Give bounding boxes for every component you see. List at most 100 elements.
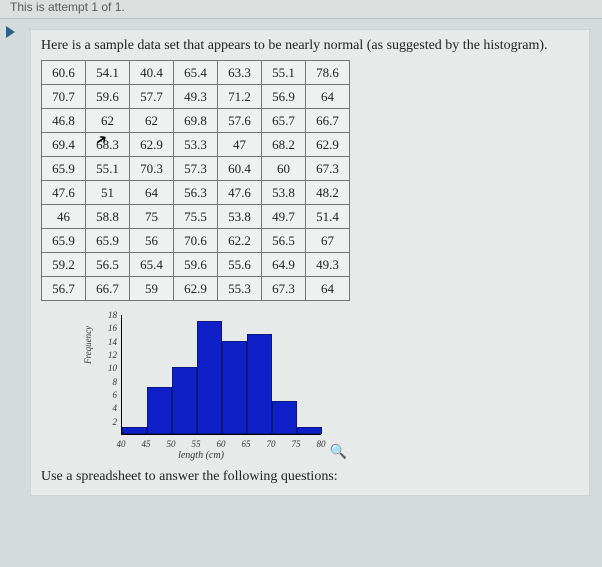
table-cell: 78.6 bbox=[306, 61, 350, 85]
histogram-bar bbox=[172, 367, 197, 434]
table-cell: 69.8 bbox=[174, 109, 218, 133]
question-container: Here is a sample data set that appears t… bbox=[0, 19, 602, 496]
table-cell: 58.8 bbox=[86, 205, 130, 229]
table-cell: 65.7 bbox=[262, 109, 306, 133]
table-cell: 59 bbox=[130, 277, 174, 301]
table-cell: 65.4 bbox=[174, 61, 218, 85]
histogram-bar bbox=[122, 427, 147, 434]
table-cell: 65.4 bbox=[130, 253, 174, 277]
table-cell: 60.6 bbox=[42, 61, 86, 85]
table-row: 56.766.75962.955.367.364 bbox=[42, 277, 350, 301]
histogram-bar bbox=[247, 334, 272, 434]
table-cell: 66.7 bbox=[306, 109, 350, 133]
table-cell: 40.4 bbox=[130, 61, 174, 85]
table-cell: 56.7 bbox=[42, 277, 86, 301]
table-cell: 59.2 bbox=[42, 253, 86, 277]
table-cell: 49.3 bbox=[174, 85, 218, 109]
plot-area bbox=[121, 315, 321, 435]
x-tick-label: 80 bbox=[317, 439, 326, 449]
table-cell: 65.9 bbox=[42, 229, 86, 253]
y-tick-label: 18 bbox=[81, 310, 117, 320]
table-cell: 70.6 bbox=[174, 229, 218, 253]
followup-text: Use a spreadsheet to answer the followin… bbox=[41, 469, 579, 485]
table-cell: 55.1 bbox=[86, 157, 130, 181]
histogram-bar bbox=[272, 401, 297, 434]
table-row: 65.955.170.357.360.46067.3 bbox=[42, 157, 350, 181]
table-cell: 55.1 bbox=[262, 61, 306, 85]
table-cell: 55.6 bbox=[218, 253, 262, 277]
intro-text: Here is a sample data set that appears t… bbox=[41, 38, 579, 54]
y-tick-label: 10 bbox=[81, 363, 117, 373]
x-tick-label: 70 bbox=[267, 439, 276, 449]
table-cell: 64 bbox=[130, 181, 174, 205]
table-cell: 64 bbox=[306, 277, 350, 301]
x-axis-label: length (cm) bbox=[178, 450, 224, 461]
table-cell: 67.3 bbox=[306, 157, 350, 181]
table-cell: 57.3 bbox=[174, 157, 218, 181]
table-cell: 59.6 bbox=[86, 85, 130, 109]
table-cell: 47.6 bbox=[218, 181, 262, 205]
table-cell: 62 bbox=[86, 109, 130, 133]
table-cell: 49.3 bbox=[306, 253, 350, 277]
expand-arrow-icon[interactable] bbox=[6, 26, 15, 38]
table-cell: 70.3 bbox=[130, 157, 174, 181]
x-tick-label: 75 bbox=[292, 439, 301, 449]
table-row: 46.8626269.857.665.766.7 bbox=[42, 109, 350, 133]
x-tick-label: 55 bbox=[192, 439, 201, 449]
table-cell: 62.2 bbox=[218, 229, 262, 253]
table-cell: 51.4 bbox=[306, 205, 350, 229]
table-cell: 68.3 bbox=[86, 133, 130, 157]
table-row: 47.6516456.347.653.848.2 bbox=[42, 181, 350, 205]
x-tick-label: 60 bbox=[217, 439, 226, 449]
table-cell: 62.9 bbox=[174, 277, 218, 301]
table-cell: 65.9 bbox=[86, 229, 130, 253]
x-tick-label: 45 bbox=[142, 439, 151, 449]
table-cell: 56.5 bbox=[86, 253, 130, 277]
magnify-icon[interactable]: 🔍 bbox=[330, 444, 347, 461]
data-table: 60.654.140.465.463.355.178.670.759.657.7… bbox=[41, 60, 350, 301]
question-panel: Here is a sample data set that appears t… bbox=[30, 29, 590, 496]
table-cell: 75 bbox=[130, 205, 174, 229]
table-cell: 60 bbox=[262, 157, 306, 181]
table-cell: 53.3 bbox=[174, 133, 218, 157]
table-row: 70.759.657.749.371.256.964 bbox=[42, 85, 350, 109]
table-cell: 71.2 bbox=[218, 85, 262, 109]
table-cell: 46 bbox=[42, 205, 86, 229]
y-tick-label: 12 bbox=[81, 350, 117, 360]
table-cell: 68.2 bbox=[262, 133, 306, 157]
table-cell: 56 bbox=[130, 229, 174, 253]
table-cell: 66.7 bbox=[86, 277, 130, 301]
table-cell: 46.8 bbox=[42, 109, 86, 133]
table-cell: 64 bbox=[306, 85, 350, 109]
table-cell: 67 bbox=[306, 229, 350, 253]
table-cell: 57.6 bbox=[218, 109, 262, 133]
table-cell: 56.9 bbox=[262, 85, 306, 109]
table-cell: 67.3 bbox=[262, 277, 306, 301]
table-row: 4658.87575.553.849.751.4 bbox=[42, 205, 350, 229]
table-row: 59.256.565.459.655.664.949.3 bbox=[42, 253, 350, 277]
table-row: 69.468.362.953.34768.262.9 bbox=[42, 133, 350, 157]
table-cell: 57.7 bbox=[130, 85, 174, 109]
table-cell: 47.6 bbox=[42, 181, 86, 205]
table-cell: 65.9 bbox=[42, 157, 86, 181]
table-cell: 62.9 bbox=[306, 133, 350, 157]
table-cell: 55.3 bbox=[218, 277, 262, 301]
y-tick-label: 4 bbox=[81, 403, 117, 413]
table-cell: 56.5 bbox=[262, 229, 306, 253]
y-tick-label: 8 bbox=[81, 377, 117, 387]
histogram-bar bbox=[222, 341, 247, 434]
table-cell: 63.3 bbox=[218, 61, 262, 85]
table-cell: 62.9 bbox=[130, 133, 174, 157]
table-cell: 56.3 bbox=[174, 181, 218, 205]
table-cell: 64.9 bbox=[262, 253, 306, 277]
x-tick-label: 65 bbox=[242, 439, 251, 449]
histogram-bar bbox=[197, 321, 222, 434]
histogram-chart: Frequency 24681012141618 404550556065707… bbox=[81, 309, 341, 459]
attempt-line: This is attempt 1 of 1. bbox=[0, 0, 602, 19]
table-cell: 62 bbox=[130, 109, 174, 133]
y-tick-label: 14 bbox=[81, 337, 117, 347]
table-cell: 54.1 bbox=[86, 61, 130, 85]
table-row: 60.654.140.465.463.355.178.6 bbox=[42, 61, 350, 85]
table-cell: 48.2 bbox=[306, 181, 350, 205]
x-tick-label: 50 bbox=[167, 439, 176, 449]
